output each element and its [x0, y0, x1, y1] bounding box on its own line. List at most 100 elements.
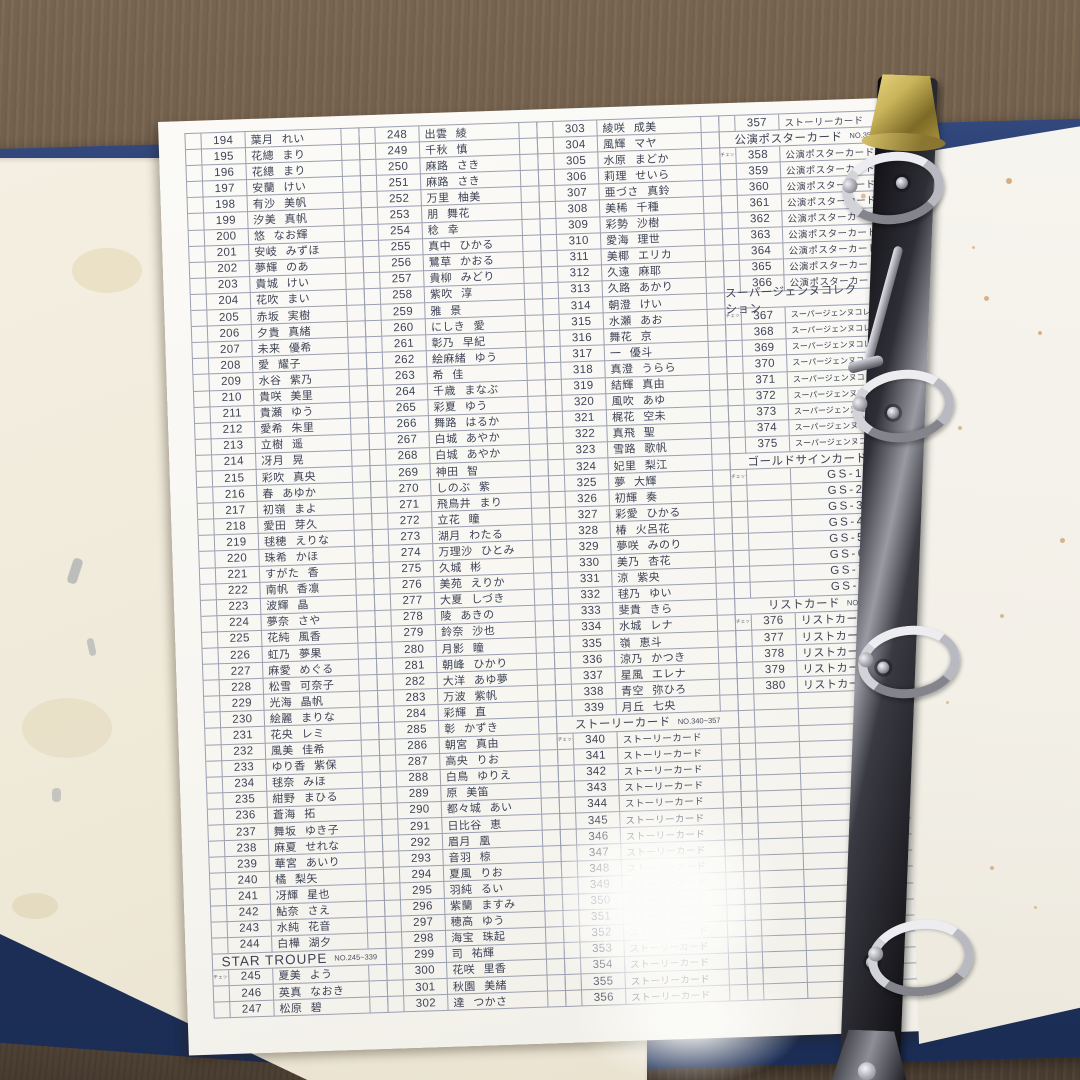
checklist-column-1: 194 葉月 れい 195 花總 まり 196 花總 まり 197 安蘭 けい 198 有沙 美帆… — [184, 127, 389, 1019]
check-cell — [559, 797, 577, 815]
card-number: 232 — [221, 743, 267, 761]
card-number: 225 — [217, 630, 263, 649]
check-cell — [736, 646, 754, 664]
end-cell — [713, 486, 732, 504]
card-number: 230 — [220, 711, 266, 729]
check-cell — [747, 968, 764, 985]
end-cell — [345, 257, 365, 274]
check-cell — [542, 266, 559, 284]
check-cell — [366, 336, 383, 354]
check-cell — [189, 246, 206, 263]
check-cell — [564, 958, 582, 975]
end-cell — [356, 578, 375, 596]
check-cell — [377, 674, 394, 692]
end-cell — [522, 235, 542, 252]
card-number — [758, 806, 803, 824]
check-cell — [374, 578, 391, 595]
end-cell — [358, 643, 377, 660]
check-cell — [563, 910, 580, 927]
card-name: 達 つかさ — [448, 991, 549, 1012]
card-number: 277 — [390, 592, 436, 611]
end-cell — [534, 572, 553, 590]
check-cell — [741, 791, 759, 809]
card-number: 259 — [381, 303, 426, 321]
card-number: 356 — [582, 989, 627, 1007]
check-cell — [185, 133, 202, 151]
check-cell — [558, 749, 575, 766]
check-cell — [539, 186, 556, 203]
card-number: 203 — [206, 276, 251, 295]
end-cell — [711, 438, 731, 455]
card-number: 229 — [220, 695, 265, 713]
end-cell — [348, 337, 367, 355]
end-cell — [536, 637, 555, 654]
card-number: 220 — [215, 550, 260, 568]
end-cell — [712, 454, 731, 471]
end-cell — [347, 321, 367, 339]
end-cell — [718, 631, 737, 648]
end-cell — [363, 787, 382, 805]
check-cell — [213, 986, 231, 1003]
check-cell — [734, 582, 752, 599]
check-cell — [538, 170, 556, 187]
check-cell — [206, 760, 223, 778]
end-cell — [521, 186, 540, 204]
rust-stain — [1060, 538, 1065, 543]
check-cell — [378, 706, 396, 724]
check-cell — [361, 208, 379, 225]
end-cell — [348, 353, 368, 371]
card-number: 197 — [203, 180, 248, 198]
end-cell — [524, 267, 543, 284]
card-number — [755, 741, 801, 760]
card-number: 236 — [223, 807, 269, 826]
card-number: 214 — [212, 453, 257, 472]
rust-stain — [946, 701, 949, 704]
card-number — [755, 725, 800, 744]
card-number: 219 — [214, 534, 260, 552]
end-cell — [519, 138, 539, 156]
end-cell — [524, 283, 544, 300]
card-number: 206 — [207, 325, 253, 343]
check-label: チェック — [725, 313, 743, 319]
card-number: 300 — [403, 962, 448, 981]
paper-stain — [12, 893, 58, 919]
check-cell — [383, 867, 401, 885]
end-cell — [545, 910, 564, 928]
check-cell — [365, 320, 383, 338]
check-cell — [539, 202, 557, 219]
card-number: 329 — [567, 538, 612, 557]
card-number: 353 — [580, 940, 625, 959]
card-number: 298 — [401, 930, 447, 949]
check-cell — [742, 807, 759, 825]
end-cell — [538, 701, 557, 719]
end-cell — [701, 132, 721, 150]
check-cell — [731, 485, 748, 503]
check-cell — [745, 920, 763, 937]
end-cell — [547, 974, 567, 992]
check-cell — [186, 165, 204, 183]
card-number: 365 — [739, 259, 785, 277]
check-cell — [726, 324, 743, 342]
card-number: 269 — [386, 464, 432, 482]
end-cell — [360, 691, 379, 708]
card-number: 311 — [557, 249, 602, 267]
end-cell — [713, 502, 733, 520]
card-number: 345 — [576, 812, 621, 830]
check-cell — [561, 861, 579, 879]
check-cell — [542, 282, 560, 300]
check-cell — [360, 176, 378, 193]
card-number — [746, 468, 792, 486]
card-number — [749, 548, 795, 567]
paper-stain — [22, 698, 112, 758]
end-cell — [527, 363, 546, 381]
check-cell — [558, 765, 576, 782]
check-cell — [560, 813, 577, 831]
card-number: 289 — [397, 785, 442, 804]
card-number: 263 — [383, 367, 428, 386]
end-cell — [346, 289, 366, 306]
card-number: 241 — [226, 888, 271, 906]
card-number: 228 — [219, 678, 265, 697]
check-cell — [738, 694, 755, 712]
card-number: 303 — [553, 120, 598, 138]
check-cell — [537, 137, 555, 155]
